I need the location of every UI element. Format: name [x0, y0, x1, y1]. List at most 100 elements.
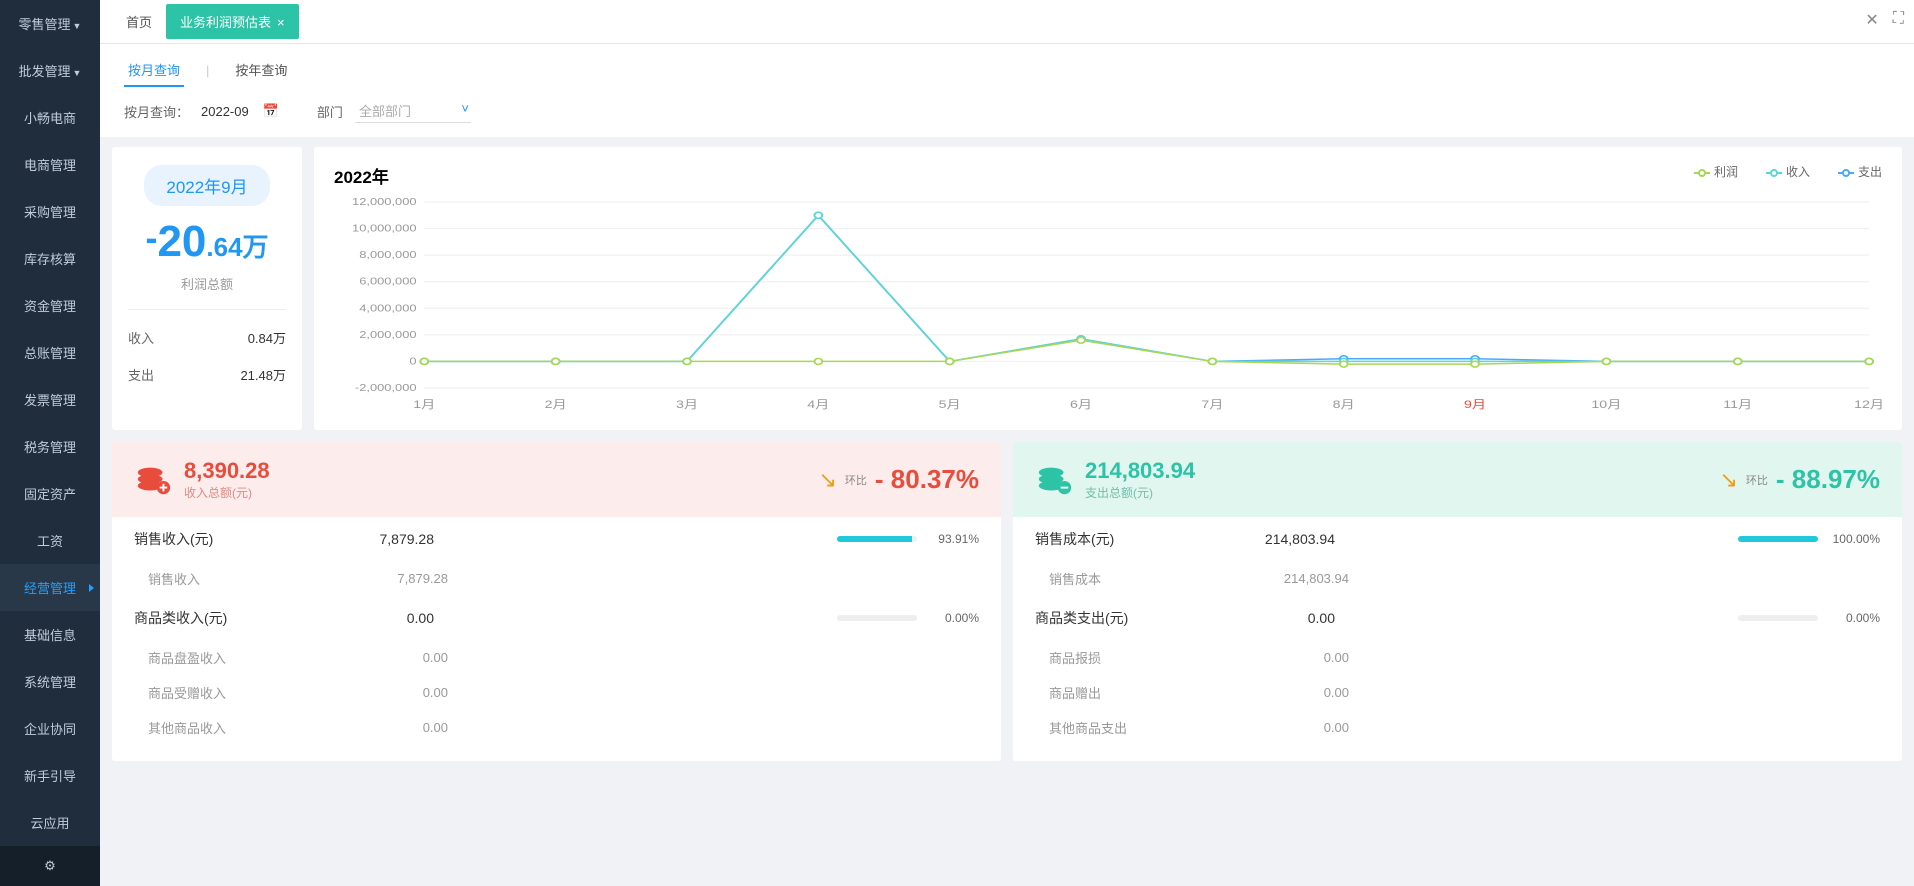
sidebar-item[interactable]: 税务管理	[0, 423, 100, 470]
sidebar-item[interactable]: 发票管理	[0, 376, 100, 423]
svg-text:1月: 1月	[413, 398, 435, 410]
row-name: 商品类支出(元)	[1035, 608, 1195, 628]
data-row: 销售成本(元)214,803.94 100.00%	[1035, 517, 1880, 561]
row-bar: 93.91%	[474, 532, 979, 546]
legend-item[interactable]: 利润	[1680, 165, 1738, 179]
row-bar: 100.00%	[1375, 532, 1880, 546]
row-bar: 0.00%	[1375, 611, 1880, 625]
month-filter-label: 按月查询：	[124, 102, 189, 121]
sidebar-item[interactable]: 采购管理	[0, 188, 100, 235]
income-panel: 8,390.28 收入总额(元) ↘ 环比 - 80.37% 销售收入(元)7,…	[112, 442, 1001, 761]
chevron-down-icon: ▼	[73, 68, 82, 78]
svg-text:12月: 12月	[1854, 398, 1882, 410]
sidebar-item[interactable]: 固定资产	[0, 470, 100, 517]
sidebar-item[interactable]: 企业协同	[0, 705, 100, 752]
tabbar: 首页 业务利润预估表× ✕ ⛶	[100, 0, 1914, 44]
row-name: 其他商品支出	[1049, 718, 1209, 737]
sidebar-item[interactable]: 批发管理▼	[0, 47, 100, 94]
expense-ratio-value: - 88.97%	[1776, 464, 1880, 495]
chart-legend: 利润收入支出	[1666, 163, 1882, 180]
row-value: 0.00	[308, 685, 448, 700]
sidebar-item[interactable]: 库存核算	[0, 235, 100, 282]
legend-item[interactable]: 支出	[1824, 165, 1882, 179]
sidebar-item[interactable]: 云应用	[0, 799, 100, 846]
svg-text:2,000,000: 2,000,000	[359, 330, 416, 340]
chevron-down-icon: ▼	[73, 21, 82, 31]
month-filter-value[interactable]: 2022-09	[201, 104, 249, 119]
svg-text:0: 0	[409, 357, 416, 367]
sidebar-item[interactable]: 工资	[0, 517, 100, 564]
main: 首页 业务利润预估表× ✕ ⛶ 按月查询|按年查询 按月查询： 2022-09 …	[100, 0, 1914, 855]
expense-amount: 214,803.94	[1085, 458, 1195, 484]
profit-total: -20.64万	[128, 220, 286, 264]
close-all-icon[interactable]: ✕	[1865, 10, 1878, 30]
sidebar-item[interactable]: 新手引导	[0, 752, 100, 799]
income-ratio-value: - 80.37%	[875, 464, 979, 495]
svg-text:-2,000,000: -2,000,000	[355, 383, 417, 393]
expense-value: 21.48万	[240, 365, 286, 384]
data-row: 商品受赠收入0.00	[134, 675, 979, 710]
sidebar-item[interactable]: 基础信息	[0, 611, 100, 658]
expense-panel: 214,803.94 支出总额(元) ↘ 环比 - 88.97% 销售成本(元)…	[1013, 442, 1902, 761]
sidebar-item[interactable]: 经营管理	[0, 564, 100, 611]
summary-card: 2022年9月 -20.64万 利润总额 收入0.84万 支出21.48万	[112, 147, 302, 430]
svg-text:7月: 7月	[1201, 398, 1223, 410]
sidebar-item[interactable]: 小畅电商	[0, 94, 100, 141]
settings-button[interactable]: ⚙	[0, 846, 100, 886]
data-row: 销售收入7,879.28	[134, 561, 979, 596]
dept-select[interactable]: 全部部门 ˅	[355, 99, 471, 123]
data-row: 商品报损0.00	[1035, 640, 1880, 675]
svg-text:12,000,000: 12,000,000	[352, 197, 417, 207]
sidebar-item[interactable]: 资金管理	[0, 282, 100, 329]
row-name: 销售收入	[148, 569, 308, 588]
expense-header: 214,803.94 支出总额(元) ↘ 环比 - 88.97%	[1013, 442, 1902, 517]
svg-text:10月: 10月	[1591, 398, 1621, 410]
sidebar-item[interactable]: 总账管理	[0, 329, 100, 376]
svg-text:4,000,000: 4,000,000	[359, 303, 416, 313]
expense-ratio-label: 环比	[1746, 472, 1768, 488]
sidebar-item[interactable]: 零售管理▼	[0, 0, 100, 47]
row-name: 商品盘盈收入	[148, 648, 308, 667]
row-value: 0.00	[1209, 720, 1349, 735]
close-icon[interactable]: ×	[277, 15, 285, 30]
row-value: 0.00	[1209, 650, 1349, 665]
svg-text:8月: 8月	[1333, 398, 1355, 410]
legend-marker	[1838, 169, 1854, 177]
fullscreen-icon[interactable]: ⛶	[1893, 10, 1904, 30]
income-icon	[134, 461, 172, 499]
income-value: 0.84万	[248, 328, 286, 347]
dept-select-value: 全部部门	[359, 104, 411, 119]
sidebar-item[interactable]: 系统管理	[0, 658, 100, 705]
calendar-icon[interactable]: 📅	[263, 103, 279, 119]
income-ratio-label: 环比	[845, 472, 867, 488]
expense-icon	[1035, 461, 1073, 499]
row-name: 销售成本	[1049, 569, 1209, 588]
sidebar-item[interactable]: 电商管理	[0, 141, 100, 188]
chevron-down-icon: ˅	[461, 101, 469, 116]
svg-text:6月: 6月	[1070, 398, 1092, 410]
tab-home[interactable]: 首页	[112, 4, 166, 39]
income-header: 8,390.28 收入总额(元) ↘ 环比 - 80.37%	[112, 442, 1001, 517]
sidebar: 零售管理▼批发管理▼小畅电商电商管理采购管理库存核算资金管理总账管理发票管理税务…	[0, 0, 100, 855]
chart-card: 2022年 利润收入支出 12,000,00010,000,0008,000,0…	[314, 147, 1902, 430]
income-label: 收入	[128, 328, 154, 347]
tab-active[interactable]: 业务利润预估表×	[166, 4, 299, 39]
data-row: 其他商品收入0.00	[134, 710, 979, 745]
dept-filter-label: 部门	[317, 102, 343, 121]
svg-text:2月: 2月	[545, 398, 567, 410]
svg-text:4月: 4月	[807, 398, 829, 410]
data-row: 商品类收入(元)0.000.00%	[134, 596, 979, 640]
row-name: 商品报损	[1049, 648, 1209, 667]
row-name: 销售成本(元)	[1035, 529, 1195, 549]
data-row: 销售收入(元)7,879.2893.91%	[134, 517, 979, 561]
subtab-by-month[interactable]: 按月查询	[124, 54, 184, 87]
row-value: 214,803.94	[1195, 531, 1335, 547]
legend-item[interactable]: 收入	[1752, 165, 1810, 179]
subtab-by-year[interactable]: 按年查询	[231, 54, 291, 85]
income-amount: 8,390.28	[184, 458, 270, 484]
row-value: 0.00	[1209, 685, 1349, 700]
svg-text:5月: 5月	[939, 398, 961, 410]
svg-text:3月: 3月	[676, 398, 698, 410]
expense-subtitle: 支出总额(元)	[1085, 484, 1195, 501]
legend-marker	[1766, 169, 1782, 177]
